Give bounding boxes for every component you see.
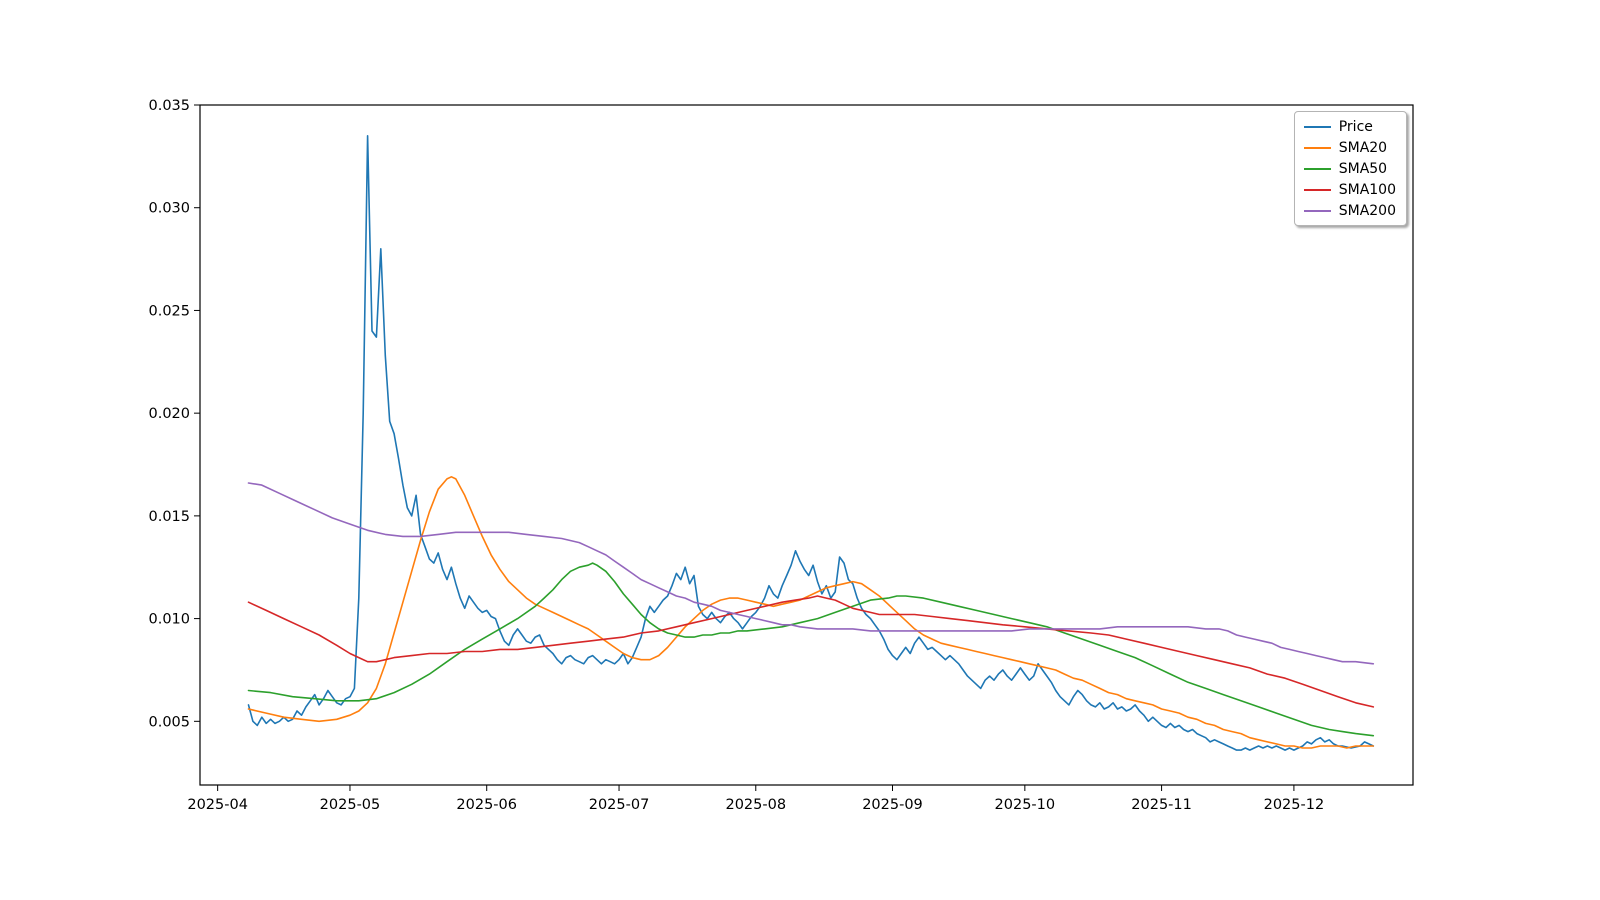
- x-tick-label: 2025-08: [725, 797, 786, 813]
- x-tick-label: 2025-05: [320, 797, 381, 813]
- series-line-sma200: [247, 482, 1375, 665]
- legend: Price SMA20 SMA50 SMA100 SMA200: [1293, 111, 1407, 226]
- x-tick-label: 2025-06: [456, 797, 517, 813]
- legend-line-swatch-sma100: [1303, 188, 1331, 191]
- y-tick-label: 0.025: [148, 303, 190, 319]
- legend-item-sma50: SMA50: [1303, 159, 1396, 178]
- series-line-sma100: [247, 595, 1375, 708]
- x-tick-label: 2025-04: [187, 797, 248, 813]
- plot-border: [199, 104, 1414, 786]
- y-tick-label: 0.005: [148, 714, 190, 730]
- legend-item-sma100: SMA100: [1303, 180, 1396, 199]
- y-tick-label: 0.030: [148, 201, 190, 217]
- legend-item-price: Price: [1303, 117, 1396, 136]
- x-tick-label: 2025-09: [862, 797, 923, 813]
- series-line-sma50: [247, 562, 1375, 737]
- legend-line-swatch-price: [1303, 125, 1331, 128]
- legend-line-swatch-sma50: [1303, 167, 1331, 170]
- y-tick-label: 0.015: [148, 509, 190, 525]
- x-tick-label: 2025-11: [1131, 797, 1192, 813]
- legend-label-sma200: SMA200: [1338, 202, 1396, 219]
- legend-label-sma100: SMA100: [1338, 181, 1396, 198]
- y-tick-label: 0.020: [148, 406, 190, 422]
- series-line-price: [247, 135, 1375, 751]
- legend-item-sma20: SMA20: [1303, 138, 1396, 157]
- x-tick-label: 2025-07: [589, 797, 650, 813]
- series-line-sma20: [247, 475, 1375, 749]
- legend-line-swatch-sma20: [1303, 146, 1331, 149]
- legend-line-swatch-sma200: [1303, 209, 1331, 212]
- y-tick-label: 0.010: [148, 612, 190, 628]
- legend-label-sma20: SMA20: [1338, 139, 1388, 156]
- legend-label-sma50: SMA50: [1338, 160, 1388, 177]
- x-tick-label: 2025-10: [995, 797, 1056, 813]
- legend-item-sma200: SMA200: [1303, 201, 1396, 220]
- x-tick-label: 2025-12: [1264, 797, 1325, 813]
- y-tick-label: 0.035: [148, 98, 190, 114]
- legend-label-price: Price: [1338, 118, 1373, 135]
